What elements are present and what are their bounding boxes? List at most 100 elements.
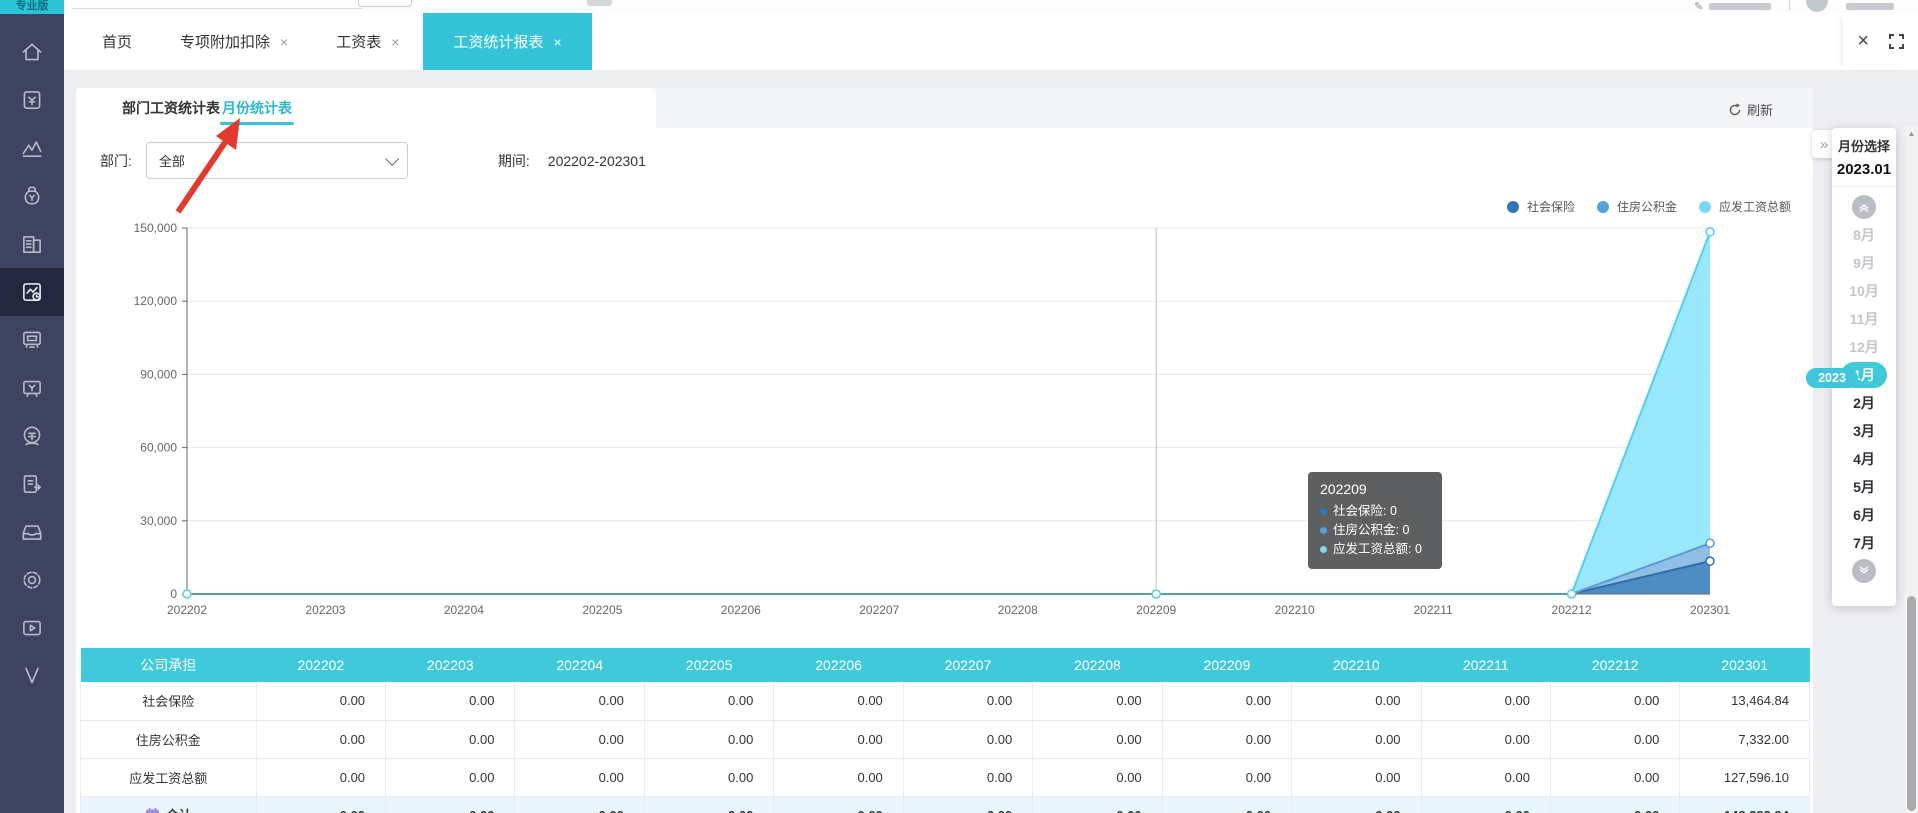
tab-department-salary[interactable]: 部门工资统计表 [122,100,220,116]
month-item-4月[interactable]: 4月 [1853,451,1875,467]
legend-label: 社会保险 [1526,200,1575,214]
close-icon[interactable]: × [1857,30,1869,52]
sidebar-item-cashier[interactable] [0,316,64,364]
subtab-strip: 部门工资统计表 月份统计表 刷新 [76,88,1813,128]
toolbar-fragment [1846,3,1894,10]
tab-home[interactable]: 首页 [78,13,156,70]
legend-item[interactable]: 应发工资总额 [1698,198,1791,215]
month-item-5月[interactable]: 5月 [1853,479,1875,495]
svg-text:202204: 202204 [444,603,484,617]
table-cell: 13,464.84 [1679,682,1810,721]
sidebar-item-fixed-assets[interactable] [0,364,64,412]
tab-monthly-stats[interactable]: 月份统计表 [220,88,294,128]
tab-label: 工资表 [336,34,382,51]
svg-text:150,000: 150,000 [134,221,178,235]
department-value: 全部 [158,154,185,169]
tab-1[interactable]: 专项附加扣除 × [156,13,312,70]
filter-row: 部门: 全部 期间: 202202-202301 [100,142,646,179]
tab-close-icon[interactable]: × [280,33,289,50]
sidebar-item-v-mark[interactable] [0,652,64,700]
period-value: 202202-202301 [547,152,646,169]
current-period: 2023.01 [1832,155,1896,187]
scrollbar[interactable]: ▲ [1905,126,1918,813]
report-card: 部门工资统计表 月份统计表 刷新 部门: 全部 期间: 202202-20230… [76,88,1813,813]
sidebar-item-trend-chart[interactable] [0,124,64,172]
table-header-cell: 202211 [1421,648,1551,682]
tab-3[interactable]: 工资统计报表 × [423,13,592,70]
legend-item[interactable]: 住房公积金 [1596,198,1677,215]
sidebar-item-home[interactable] [0,28,64,76]
sidebar-item-video-guide[interactable] [0,604,64,652]
table-cell: 0.00 [1162,720,1293,759]
department-select[interactable]: 全部 [145,142,408,179]
table-cell: 0.00 [1162,682,1293,721]
svg-text:202212: 202212 [1552,603,1592,617]
department-label: 部门: [100,152,132,169]
table-cell: 0.00 [1032,682,1163,721]
table-row: 应发工资总额 0.00 0.00 0.00 0.00 0.00 0.00 0.00 0.00 0.… [80,758,1810,797]
table-header-cell: 202205 [644,648,774,682]
month-panel-title: 月份选择 [1837,139,1890,154]
table-cell: 0.00 [773,682,904,721]
row-label: 住房公积金 [135,732,201,748]
month-item-6月[interactable]: 6月 [1853,507,1875,523]
table-header-cell: 202208 [1032,648,1163,682]
home-icon [22,43,42,61]
month-item-8月: 8月 [1853,227,1875,243]
fixed-assets-icon [23,380,41,397]
table-cell: 0.00 [256,758,387,797]
scroll-up-arrow[interactable]: ▲ [1907,129,1916,138]
tab-close-icon[interactable]: × [553,33,562,50]
svg-text:202207: 202207 [859,603,899,617]
sidebar-item-inbox[interactable] [0,508,64,556]
svg-text:0: 0 [170,587,177,601]
table-header-cell: 202202 [256,648,386,682]
sidebar-item-invoice[interactable] [0,220,64,268]
refresh-button[interactable]: 刷新 [1728,100,1773,119]
table-cell: 0.00 [1291,682,1422,721]
table-cell: 0.00 [1291,796,1422,813]
sidebar-item-statistics[interactable] [0,268,64,316]
tooltip-item: 社会保险: 0 [1320,502,1430,521]
table-cell: 0.00 [1162,796,1293,813]
table-cell: 0.00 [773,720,904,759]
svg-text:202203: 202203 [305,603,345,617]
tab-label: 专项附加扣除 [180,34,271,51]
scrollbar-thumb[interactable] [1907,596,1916,811]
tab-2[interactable]: 工资表 × [312,13,423,70]
table-row: 住房公积金 0.00 0.00 0.00 0.00 0.00 0.00 0.00 0.00 0.0… [80,720,1810,759]
month-item-3月[interactable]: 3月 [1853,423,1875,439]
window-controls: × [1843,13,1918,70]
row-label: 合计 [145,805,192,813]
salary-area-chart[interactable]: 0 30,000 60,000 90,000 120,000 150,000 202202 2… [90,190,1750,635]
refresh-icon [1729,103,1741,115]
fullscreen-icon[interactable] [1889,34,1904,49]
sidebar-item-billing[interactable] [0,76,64,124]
subtab-bg [76,88,656,128]
avatar[interactable] [1806,0,1828,12]
table-cell: 0.00 [256,720,387,759]
month-scroll-up-button[interactable] [1852,195,1876,219]
sidebar-item-tax-seal[interactable] [0,412,64,460]
table-header-cell: 202210 [1291,648,1422,682]
month-scroll-down-button[interactable] [1852,559,1876,583]
month-item-2月[interactable]: 2月 [1853,395,1875,411]
tab-close-icon[interactable]: × [391,33,400,50]
table-cell: 0.00 [1032,720,1163,759]
sidebar-item-voucher-transfer[interactable] [0,460,64,508]
table-cell: 0.00 [514,758,645,797]
table-cell: 0.00 [644,682,775,721]
month-item-7月[interactable]: 7月 [1853,535,1875,551]
sidebar-item-money-bag[interactable] [0,172,64,220]
table-cell: 0.00 [644,796,775,813]
legend-label: 住房公积金 [1616,200,1677,214]
legend-dot [1698,200,1711,213]
row-label: 社会保险 [142,694,195,710]
legend-item[interactable]: 社会保险 [1506,198,1575,215]
statistics-icon [23,283,41,301]
month-panel: 月份选择 2023.01 8月 9月 10月 11月 12月 1月 2月 3月 4月 5月 6月 7月 [1832,128,1896,606]
sidebar-item-settings[interactable] [0,556,64,604]
video-guide-icon [23,620,41,636]
refresh-label: 刷新 [1746,103,1773,118]
